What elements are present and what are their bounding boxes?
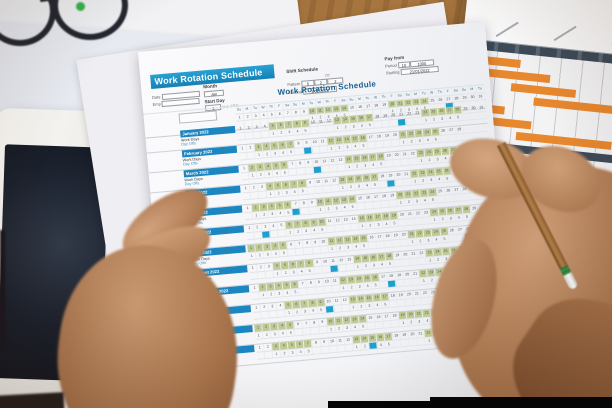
bottom-black-bar [430,397,612,408]
gantt-column-title [495,21,519,37]
eyeglasses [0,0,140,70]
name-fields: Date Emp [152,89,201,108]
off-label: Off [324,72,330,78]
strip-label-box [178,110,218,124]
date-field-label: Date [151,93,161,100]
left-edge-shadow [0,230,5,350]
pay-from-fields: Pay from Period 10 1000 Starting 21/01/20… [384,52,439,77]
corner-shadow [0,392,65,408]
eyeglasses-right-lens [52,0,128,40]
green-dot-sticker [76,2,85,11]
eyeglasses-left-lens [0,0,56,46]
period-label: Period [384,62,397,69]
gantt-column-title [553,25,577,41]
period-box-1: 10 [397,60,411,68]
emp-field-box [161,97,201,108]
emp-field-label: Emp [152,101,162,107]
pay-starting-label: Starting [385,69,400,76]
